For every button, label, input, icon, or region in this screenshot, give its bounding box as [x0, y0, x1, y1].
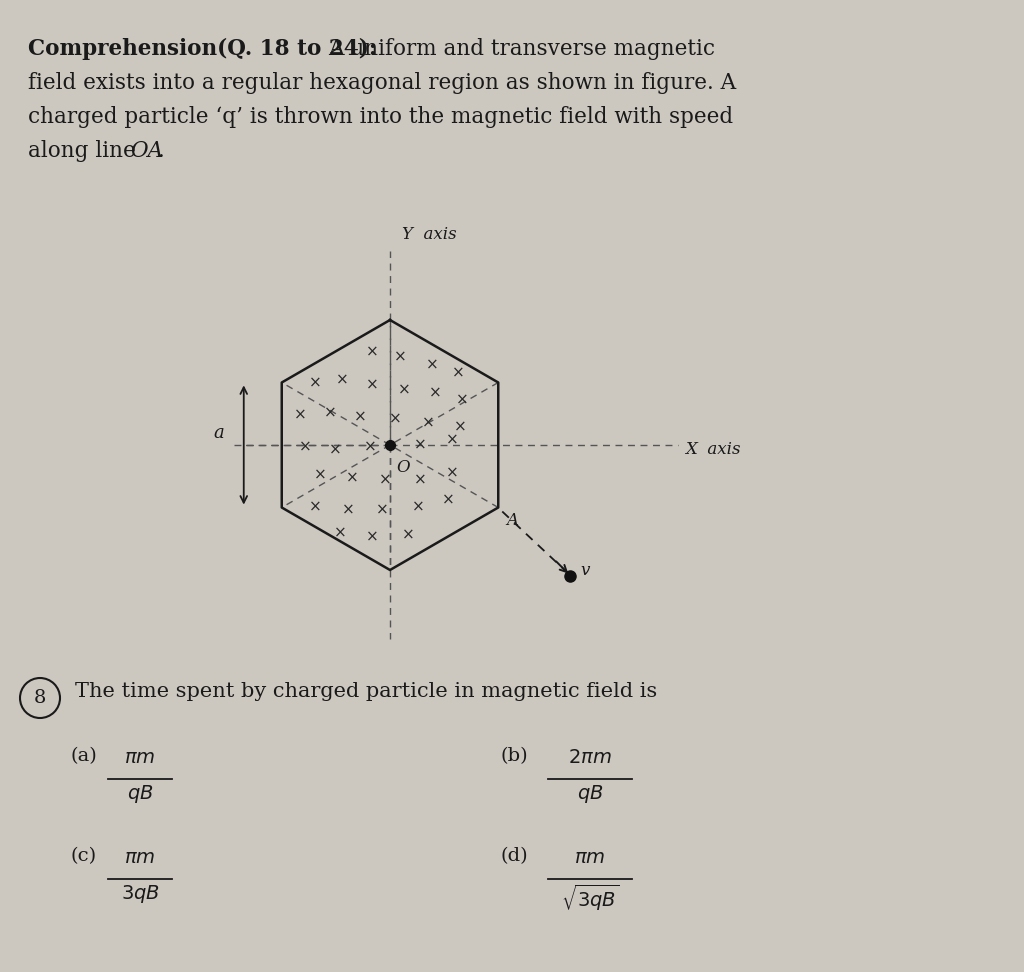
Text: Comprehension(Q. 18 to 24):: Comprehension(Q. 18 to 24):: [28, 38, 377, 60]
Text: (c): (c): [70, 847, 96, 865]
Text: ×: ×: [441, 493, 455, 507]
Text: $\pi m$: $\pi m$: [574, 849, 606, 867]
Text: ×: ×: [401, 528, 415, 542]
Text: ×: ×: [376, 503, 388, 517]
Text: ×: ×: [414, 472, 426, 488]
Text: ×: ×: [379, 472, 391, 488]
Text: $2\pi m$: $2\pi m$: [568, 749, 612, 767]
Text: ×: ×: [426, 358, 438, 372]
Text: A uniform and transverse magnetic: A uniform and transverse magnetic: [328, 38, 715, 60]
Text: ×: ×: [445, 466, 459, 480]
Text: $3qB$: $3qB$: [121, 883, 160, 905]
Text: ×: ×: [294, 407, 306, 423]
Text: ×: ×: [454, 420, 466, 434]
Text: ×: ×: [389, 411, 401, 427]
Text: v: v: [581, 562, 590, 579]
Text: $\sqrt{3qB}$: $\sqrt{3qB}$: [560, 883, 620, 914]
Text: field exists into a regular hexagonal region as shown in figure. A: field exists into a regular hexagonal re…: [28, 72, 736, 94]
Text: a: a: [213, 424, 224, 442]
Text: Y  axis: Y axis: [402, 226, 457, 243]
Text: $qB$: $qB$: [127, 783, 154, 805]
Text: 8: 8: [34, 689, 46, 707]
Text: ×: ×: [452, 365, 464, 380]
Text: ×: ×: [366, 377, 379, 393]
Text: ×: ×: [414, 437, 426, 453]
Text: ×: ×: [308, 375, 322, 391]
Text: OA: OA: [130, 140, 163, 162]
Text: ×: ×: [353, 409, 367, 425]
Text: ×: ×: [329, 442, 341, 458]
Text: along line: along line: [28, 140, 142, 162]
Text: (a): (a): [70, 747, 96, 765]
Text: $\pi m$: $\pi m$: [124, 749, 156, 767]
Text: The time spent by charged particle in magnetic field is: The time spent by charged particle in ma…: [75, 682, 657, 701]
Text: ×: ×: [456, 393, 468, 407]
Text: ×: ×: [445, 433, 459, 447]
Text: ×: ×: [313, 468, 327, 482]
Text: ×: ×: [429, 386, 441, 400]
Text: ×: ×: [308, 500, 322, 514]
Text: $\pi m$: $\pi m$: [124, 849, 156, 867]
Text: ×: ×: [366, 530, 379, 544]
Text: ×: ×: [397, 383, 411, 398]
Text: (d): (d): [500, 847, 527, 865]
Text: ×: ×: [366, 344, 379, 360]
Text: (b): (b): [500, 747, 527, 765]
Text: ×: ×: [324, 405, 336, 421]
Text: ×: ×: [422, 415, 434, 431]
Text: A: A: [506, 511, 518, 529]
Text: ×: ×: [346, 470, 358, 485]
Text: ×: ×: [336, 372, 348, 388]
Text: ×: ×: [334, 526, 346, 540]
Text: $qB$: $qB$: [577, 783, 603, 805]
Text: ×: ×: [342, 503, 354, 517]
Text: ×: ×: [364, 439, 377, 455]
Text: O: O: [396, 459, 410, 476]
Text: X  axis: X axis: [685, 440, 741, 458]
Text: ×: ×: [393, 350, 407, 364]
Text: ×: ×: [412, 500, 424, 514]
Text: ×: ×: [299, 439, 311, 455]
Text: .: .: [158, 140, 165, 162]
Text: charged particle ‘q’ is thrown into the magnetic field with speed: charged particle ‘q’ is thrown into the …: [28, 106, 733, 128]
